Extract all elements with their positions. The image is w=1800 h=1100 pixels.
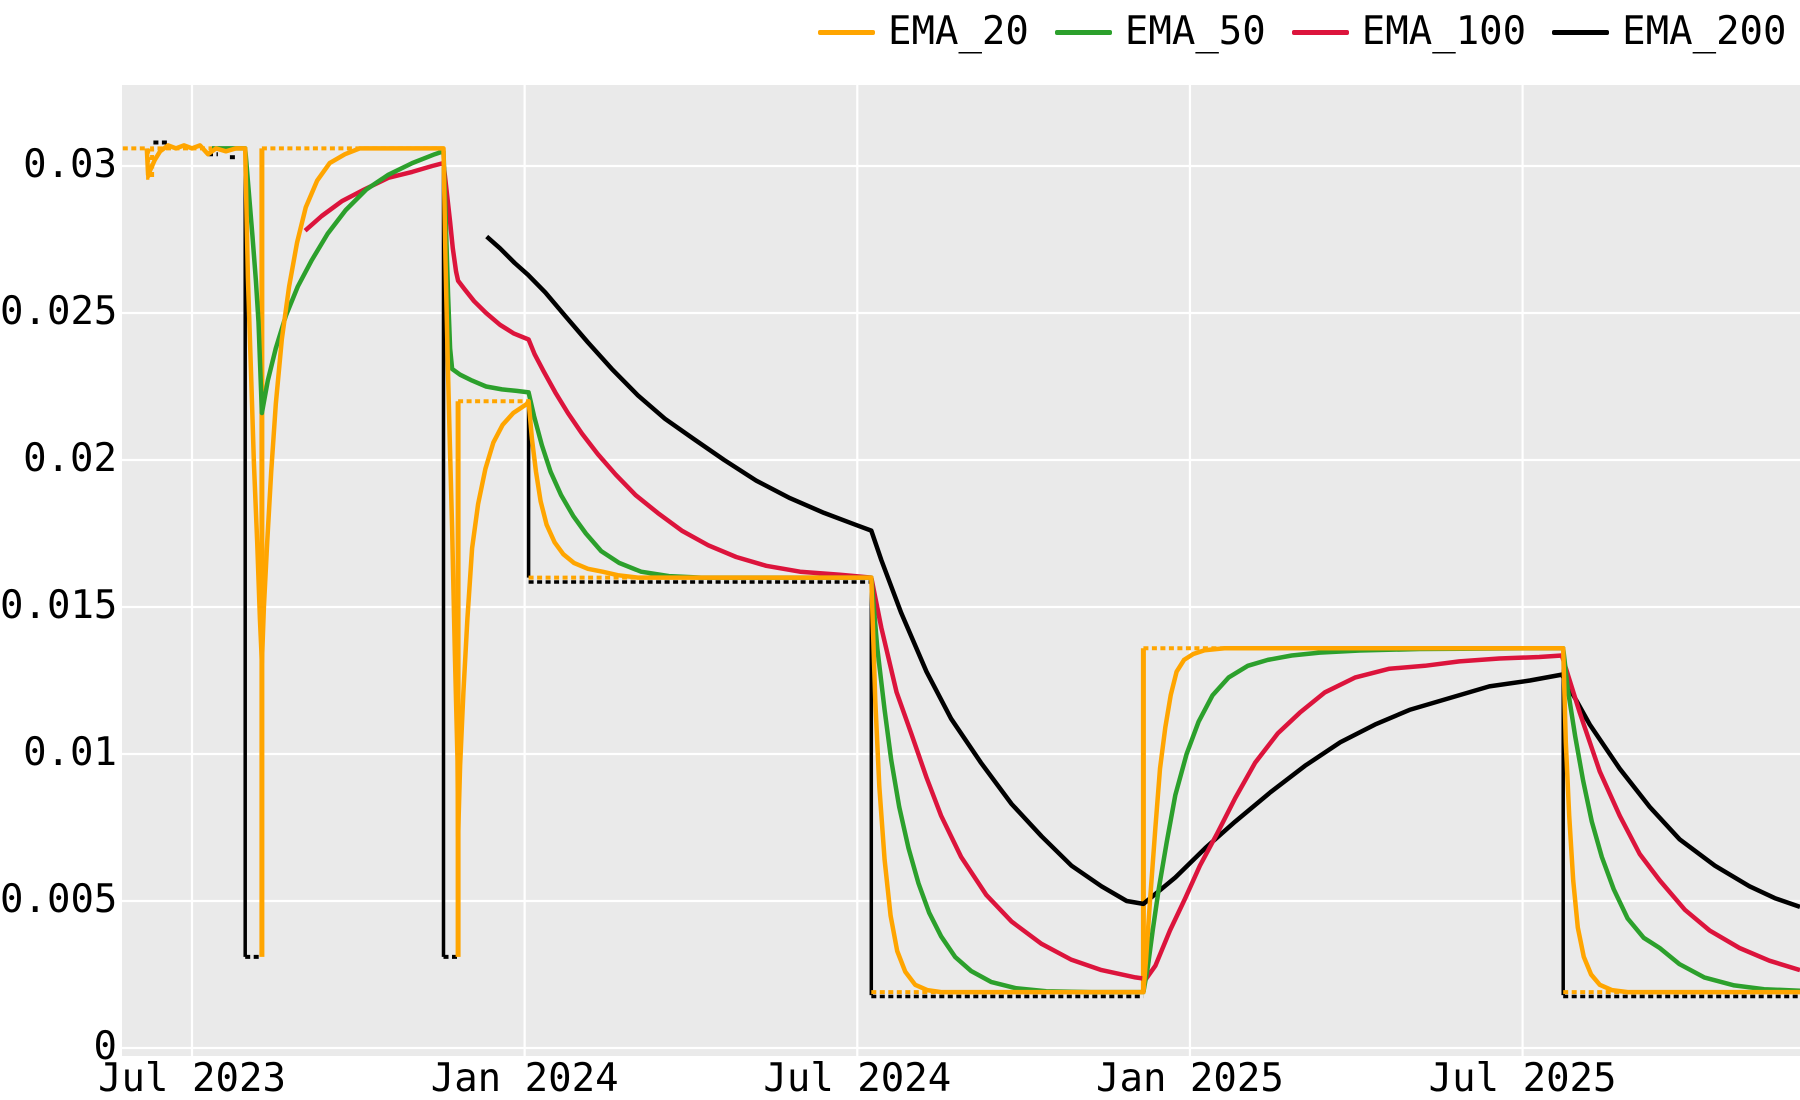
legend: EMA_20 EMA_50 EMA_100 EMA_200 bbox=[818, 6, 1787, 58]
x-tick-label: Jul 2024 bbox=[763, 1056, 952, 1100]
legend-item-ema-100: EMA_100 bbox=[1291, 6, 1527, 58]
y-tick-label: 0.025 bbox=[0, 289, 118, 334]
x-tick-label: Jul 2023 bbox=[98, 1056, 286, 1100]
ema-50-line-swatch-icon bbox=[1054, 29, 1112, 35]
legend-label-ema-100: EMA_100 bbox=[1361, 9, 1527, 54]
ema-100-line-swatch-icon bbox=[1291, 29, 1349, 35]
plot-area-background bbox=[122, 85, 1800, 1056]
y-tick-label: 0.02 bbox=[23, 436, 117, 481]
legend-label-ema-200: EMA_200 bbox=[1622, 9, 1787, 54]
legend-item-ema-200: EMA_200 bbox=[1552, 6, 1787, 58]
x-tick-label: Jan 2025 bbox=[1096, 1056, 1284, 1100]
y-tick-label: 0 bbox=[93, 1024, 117, 1069]
y-tick-label: 0.005 bbox=[0, 877, 118, 922]
ema-200-line-swatch-icon bbox=[1552, 29, 1610, 35]
x-tick-label: Jan 2024 bbox=[430, 1056, 619, 1100]
y-tick-label: 0.03 bbox=[23, 142, 117, 187]
legend-item-ema-50: EMA_50 bbox=[1054, 6, 1266, 58]
series-line-ema-100 bbox=[303, 160, 1800, 982]
x-tick-label: Jul 2025 bbox=[1428, 1056, 1617, 1100]
y-tick-label: 0.015 bbox=[0, 583, 118, 628]
legend-label-ema-20: EMA_20 bbox=[888, 9, 1029, 54]
y-tick-label: 0.01 bbox=[23, 730, 117, 775]
legend-label-ema-50: EMA_50 bbox=[1124, 9, 1266, 54]
ema-20-line-swatch-icon bbox=[818, 29, 875, 35]
series-line-ema-20 bbox=[144, 143, 1800, 995]
legend-item-ema-20: EMA_20 bbox=[818, 6, 1029, 58]
